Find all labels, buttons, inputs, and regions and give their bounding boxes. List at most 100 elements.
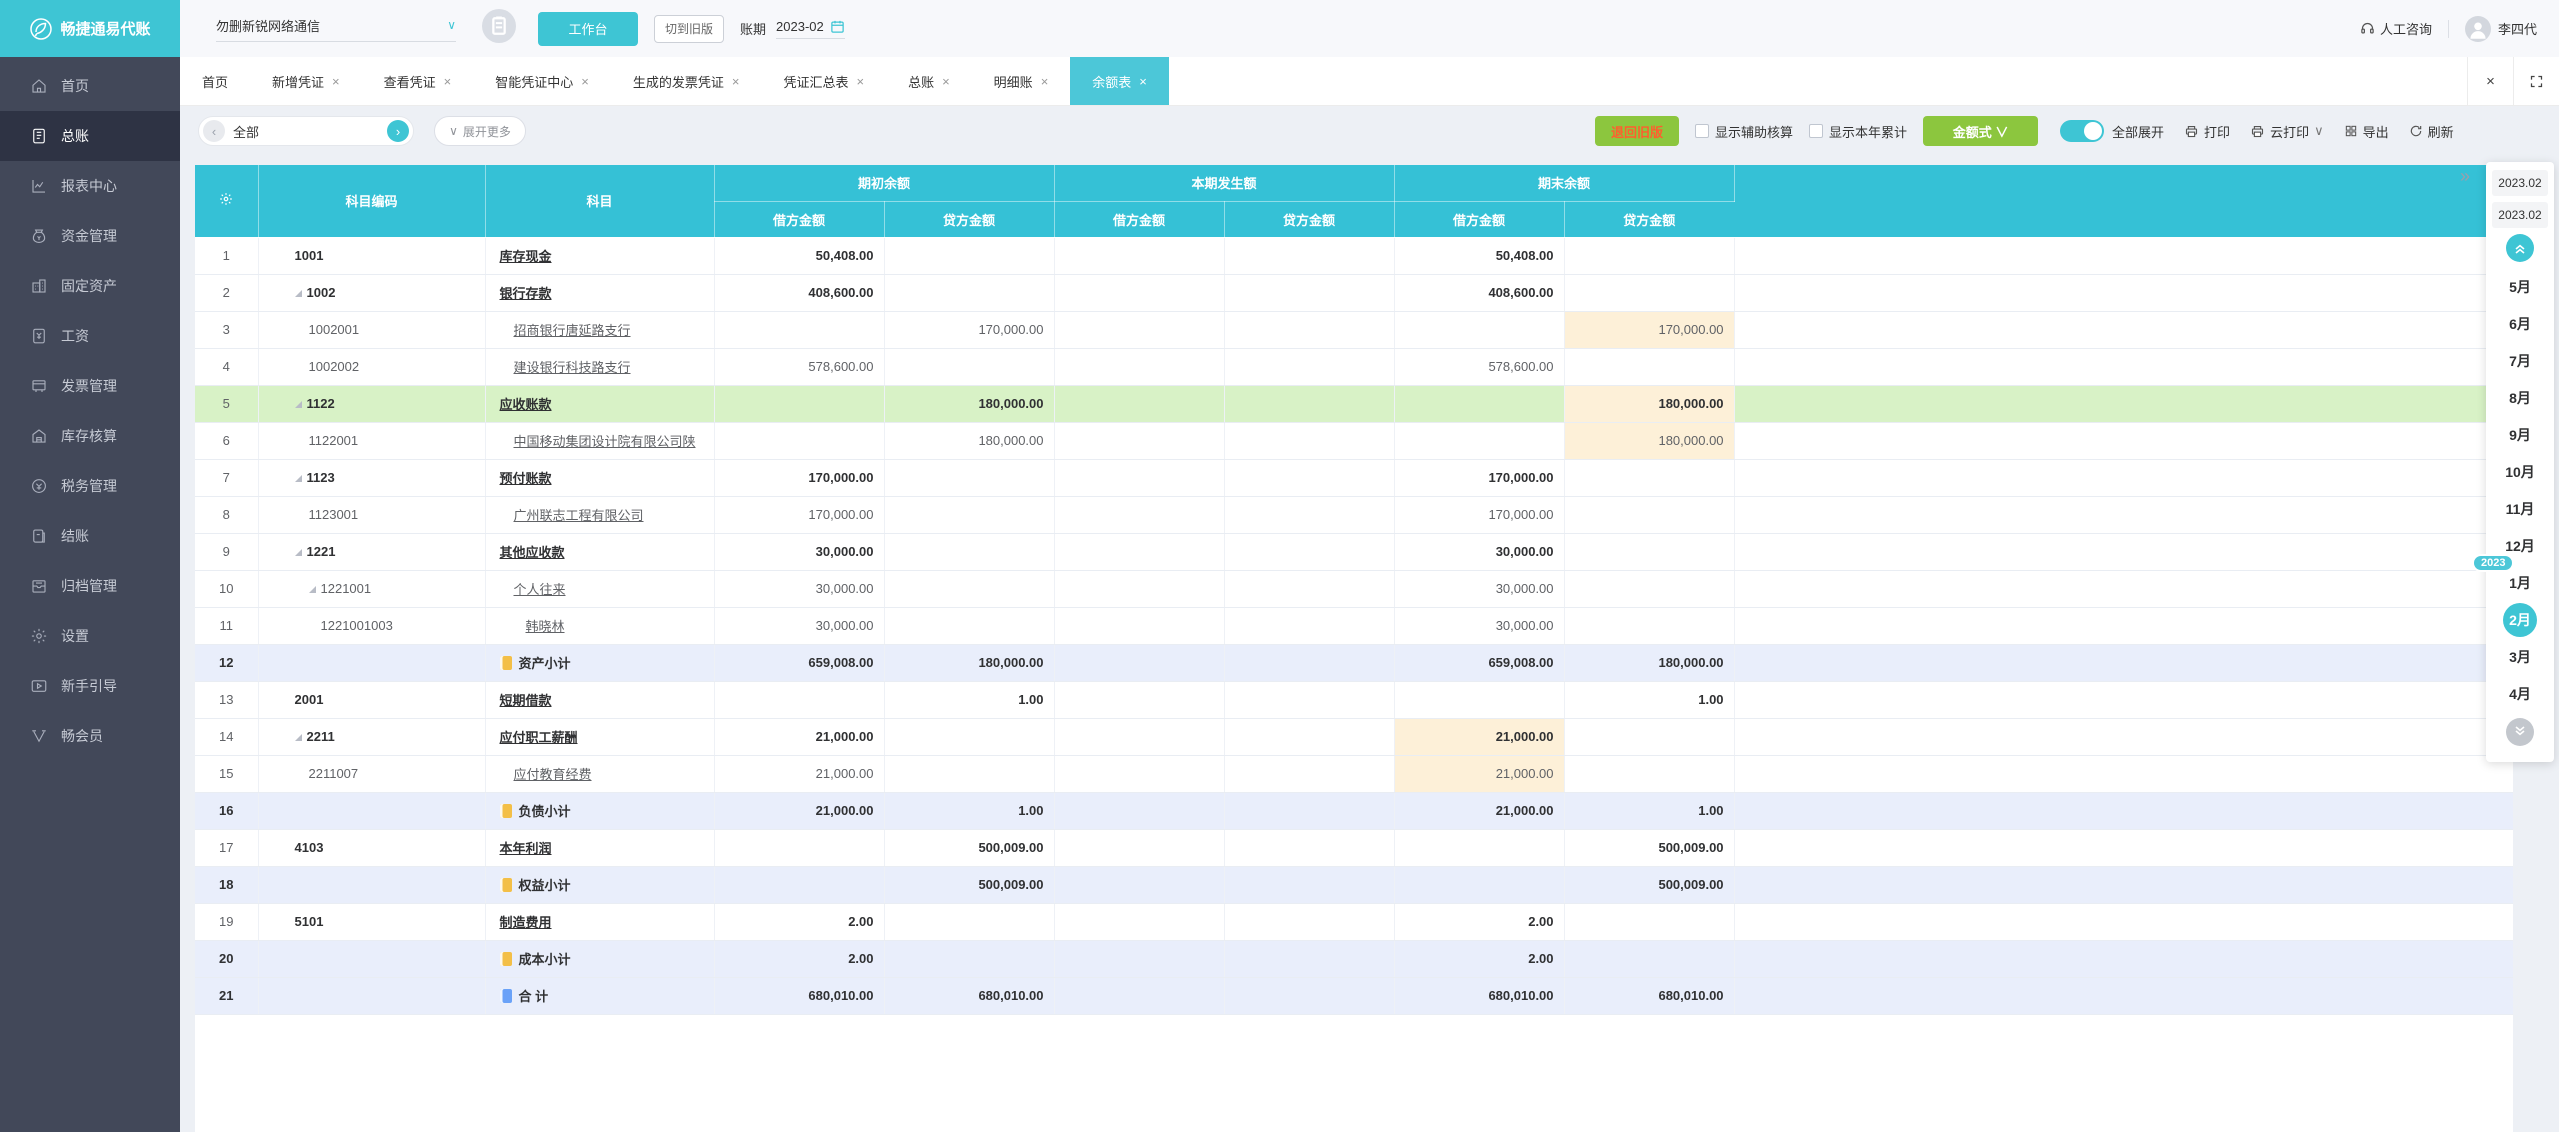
month-item-11月[interactable]: 11月	[2486, 490, 2554, 527]
account-name-link[interactable]: 应收账款	[499, 397, 552, 412]
account-name-link[interactable]: 成本小计	[518, 952, 571, 967]
account-name-link[interactable]: 个人往来	[513, 582, 566, 597]
account-name-link[interactable]: 广州联志工程有限公司	[513, 508, 644, 523]
month-item-10月[interactable]: 10月	[2486, 453, 2554, 490]
close-tab-icon[interactable]: ×	[856, 73, 865, 89]
total-row[interactable]: 21 合 计 680,010.00 680,010.00 680,010.00 680,0…	[195, 977, 2513, 1015]
expand-more-button[interactable]: ∨ 展开更多	[434, 116, 526, 146]
account-row[interactable]: 13 2001 短期借款 1.00 1.00	[195, 681, 2513, 719]
sidebar-item-archive[interactable]: 归档管理	[0, 561, 180, 611]
sidebar-item-tax[interactable]: 税务管理	[0, 461, 180, 511]
account-row[interactable]: 11 1221001003 韩晓林 30,000.00 30,000.00	[195, 607, 2513, 645]
subject-filter-select[interactable]: ‹ 全部 ›	[198, 116, 414, 146]
account-name-link[interactable]: 合 计	[518, 989, 549, 1004]
account-name-link[interactable]: 库存现金	[499, 249, 552, 264]
amount-style-dropdown-button[interactable]: 金额式 ∨	[1923, 116, 2039, 146]
close-tab-icon[interactable]: ×	[942, 73, 950, 89]
close-tab-icon[interactable]: ×	[1139, 73, 1147, 89]
account-name-link[interactable]: 应付教育经费	[513, 767, 592, 782]
account-row[interactable]: 14 2211 应付职工薪酬 21,000.00 21,000.00	[195, 718, 2513, 756]
period-date-chip[interactable]: 2023.02	[2492, 202, 2548, 228]
subtotal-row[interactable]: 18 权益小计 500,009.00 500,009.00	[195, 866, 2513, 904]
sidebar-item-report[interactable]: 报表中心	[0, 161, 180, 211]
account-row[interactable]: 1 1001 库存现金 50,408.00 50,408.00	[195, 237, 2513, 275]
tab-余额表[interactable]: 余额表 ×	[1070, 57, 1169, 105]
month-item-8月[interactable]: 8月	[2486, 379, 2554, 416]
account-name-link[interactable]: 本年利润	[499, 841, 552, 856]
account-row[interactable]: 10 1221001 个人往来 30,000.00 30,000.00	[195, 570, 2513, 608]
month-item-6月[interactable]: 6月	[2486, 305, 2554, 342]
sidebar-item-asset[interactable]: 固定资产	[0, 261, 180, 311]
back-to-old-version-button[interactable]: 退回旧版	[1595, 116, 1679, 146]
sidebar-item-closing[interactable]: 结账	[0, 511, 180, 561]
chevron-left-icon[interactable]: ‹	[203, 120, 225, 142]
month-item-2月[interactable]: 2月	[2486, 601, 2554, 638]
record-icon[interactable]	[482, 9, 516, 48]
account-name-link[interactable]: 权益小计	[518, 878, 571, 893]
expand-toggle-icon[interactable]	[294, 733, 302, 741]
tab-总账[interactable]: 总账 ×	[886, 57, 972, 105]
account-row[interactable]: 4 1002002 建设银行科技路支行 578,600.00 578,600.00	[195, 348, 2513, 386]
account-row[interactable]: 2 1002 银行存款 408,600.00 408,600.00	[195, 274, 2513, 312]
sidebar-item-inventory[interactable]: 库存核算	[0, 411, 180, 461]
sidebar-item-salary[interactable]: 工资	[0, 311, 180, 361]
expand-toggle-icon[interactable]	[294, 289, 302, 297]
user-menu[interactable]: 李四代	[2464, 15, 2537, 42]
tab-明细账[interactable]: 明细账 ×	[972, 57, 1071, 105]
chevron-right-icon[interactable]: ›	[387, 120, 409, 142]
account-name-link[interactable]: 预付账款	[499, 471, 552, 486]
tab-生成的发票凭证[interactable]: 生成的发票凭证 ×	[611, 57, 762, 105]
subtotal-row[interactable]: 12 资产小计 659,008.00 180,000.00 659,008.00 180,…	[195, 644, 2513, 682]
gear-icon[interactable]	[195, 165, 259, 238]
show-auxiliary-checkbox[interactable]: 显示辅助核算	[1695, 122, 1793, 141]
collapse-panel-icon[interactable]: »	[2460, 166, 2471, 186]
account-name-link[interactable]: 短期借款	[499, 693, 552, 708]
subtotal-row[interactable]: 16 负债小计 21,000.00 1.00 21,000.00 1.00	[195, 792, 2513, 830]
close-tab-icon[interactable]: ×	[731, 73, 740, 89]
account-row[interactable]: 9 1221 其他应收款 30,000.00 30,000.00	[195, 533, 2513, 571]
account-row[interactable]: 8 1123001 广州联志工程有限公司 170,000.00 170,000.00	[195, 496, 2513, 534]
account-row[interactable]: 19 5101 制造费用 2.00 2.00	[195, 903, 2513, 941]
sidebar-item-ledger[interactable]: 总账	[0, 111, 180, 161]
export-button[interactable]: 导出	[2344, 122, 2389, 141]
account-name-link[interactable]: 资产小计	[518, 656, 571, 671]
account-name-link[interactable]: 招商银行唐延路支行	[513, 323, 631, 338]
refresh-button[interactable]: 刷新	[2409, 122, 2454, 141]
account-row[interactable]: 3 1002001 招商银行唐延路支行 170,000.00 170,000.00	[195, 311, 2513, 349]
sidebar-item-funds[interactable]: 资金管理	[0, 211, 180, 261]
subtotal-row[interactable]: 20 成本小计 2.00 2.00	[195, 940, 2513, 978]
support-link[interactable]: 人工咨询	[2360, 19, 2432, 38]
account-row[interactable]: 5 1122 应收账款 180,000.00 180,000.00	[195, 385, 2513, 423]
workbench-button[interactable]: 工作台	[538, 11, 638, 46]
tab-凭证汇总表[interactable]: 凭证汇总表 ×	[761, 57, 886, 105]
period-picker[interactable]: 2023-02	[776, 19, 845, 39]
account-name-link[interactable]: 制造费用	[499, 915, 552, 930]
month-item-4月[interactable]: 4月	[2486, 675, 2554, 712]
period-date-chip[interactable]: 2023.02	[2492, 170, 2548, 196]
print-button[interactable]: 打印	[2184, 122, 2230, 141]
sidebar-item-guide[interactable]: 新手引导	[0, 661, 180, 711]
account-row[interactable]: 7 1123 预付账款 170,000.00 170,000.00	[195, 459, 2513, 497]
cloud-print-dropdown-button[interactable]: 云打印 ∨	[2250, 122, 2324, 141]
sidebar-item-settings[interactable]: 设置	[0, 611, 180, 661]
close-tab-icon[interactable]: ×	[581, 73, 589, 89]
account-name-link[interactable]: 银行存款	[499, 286, 552, 301]
account-row[interactable]: 6 1122001 中国移动集团设计院有限公司陕 180,000.00 180,000.…	[195, 422, 2513, 460]
close-all-tabs-button[interactable]: ×	[2467, 57, 2513, 105]
month-item-1月[interactable]: 2023 1月	[2472, 554, 2554, 601]
close-tab-icon[interactable]: ×	[332, 73, 340, 89]
month-item-3月[interactable]: 3月	[2486, 638, 2554, 675]
month-item-7月[interactable]: 7月	[2486, 342, 2554, 379]
expand-toggle-icon[interactable]	[308, 585, 316, 593]
expand-toggle-icon[interactable]	[294, 400, 302, 408]
account-name-link[interactable]: 应付职工薪酬	[499, 730, 578, 745]
tab-新增凭证[interactable]: 新增凭证 ×	[250, 57, 362, 105]
tab-首页[interactable]: 首页	[180, 57, 250, 105]
account-name-link[interactable]: 中国移动集团设计院有限公司陕	[513, 434, 696, 449]
show-ytd-checkbox[interactable]: 显示本年累计	[1809, 122, 1907, 141]
account-name-link[interactable]: 韩晓林	[525, 619, 565, 634]
sidebar-item-invoice[interactable]: 发票管理	[0, 361, 180, 411]
close-tab-icon[interactable]: ×	[1040, 73, 1049, 89]
close-tab-icon[interactable]: ×	[443, 73, 452, 89]
month-item-5月[interactable]: 5月	[2486, 268, 2554, 305]
